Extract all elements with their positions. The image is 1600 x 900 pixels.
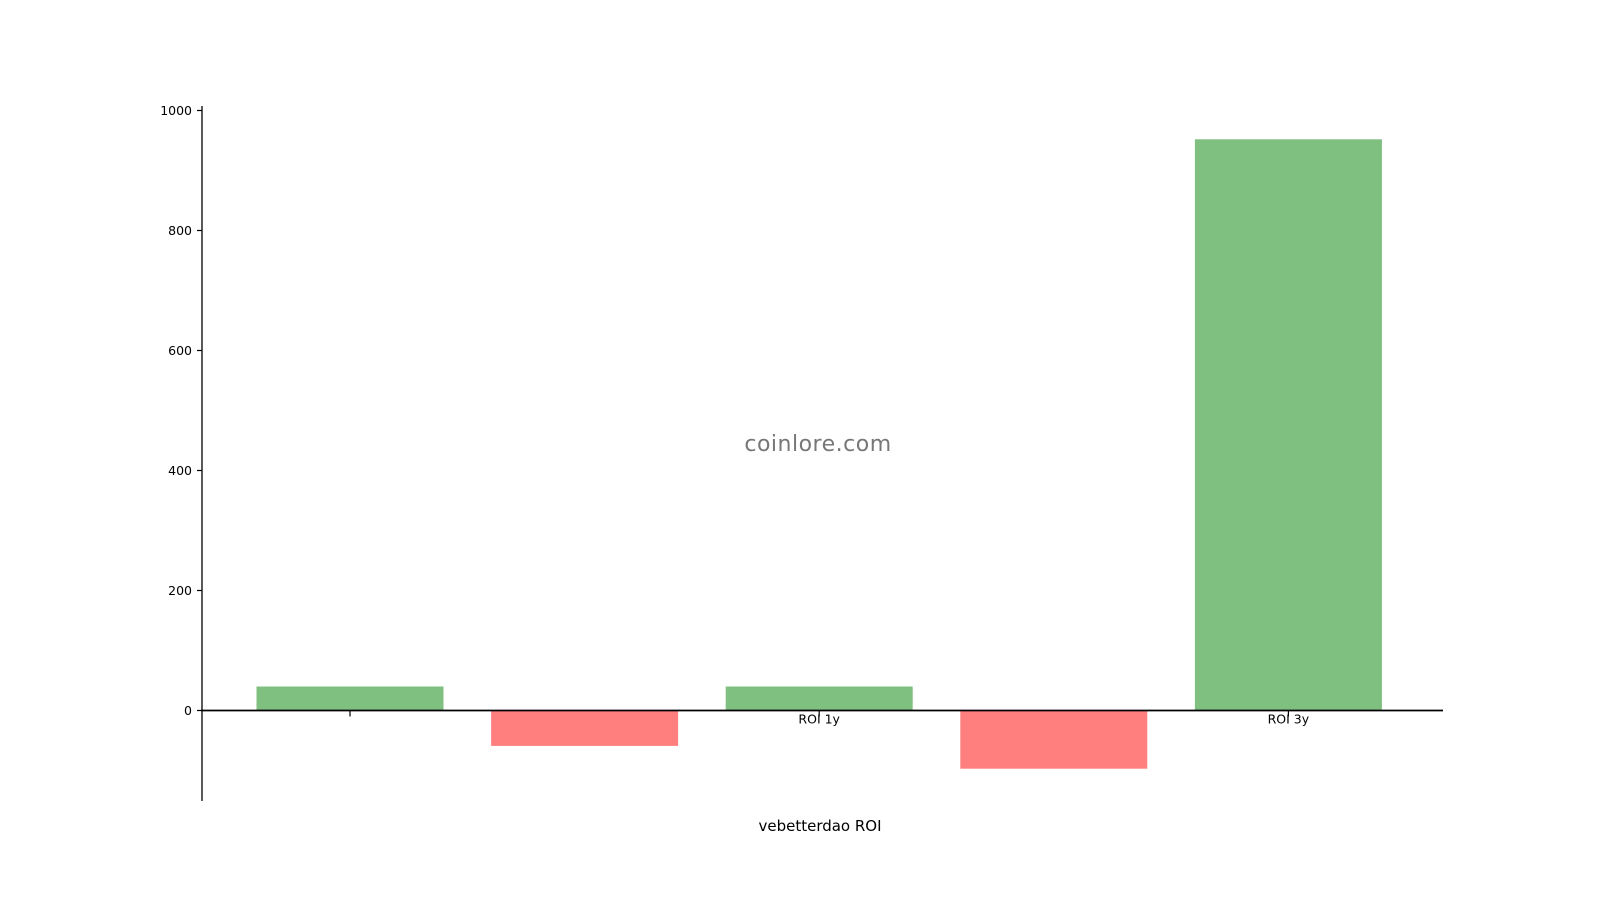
bar-1 (491, 710, 679, 746)
bar-2 (725, 686, 913, 711)
x-tick-label: ROI 1y (798, 712, 840, 727)
y-tick-label: 600 (168, 343, 192, 358)
y-tick-label: 1000 (160, 103, 192, 118)
x-tick-label: ROI 3y (1268, 712, 1310, 727)
bar-0 (256, 686, 444, 711)
bar-4 (1194, 139, 1382, 711)
y-tick-label: 200 (168, 583, 192, 598)
y-tick-label: 400 (168, 463, 192, 478)
y-tick-label: 800 (168, 223, 192, 238)
y-tick-label: 0 (184, 703, 192, 718)
bar-3 (960, 710, 1148, 769)
